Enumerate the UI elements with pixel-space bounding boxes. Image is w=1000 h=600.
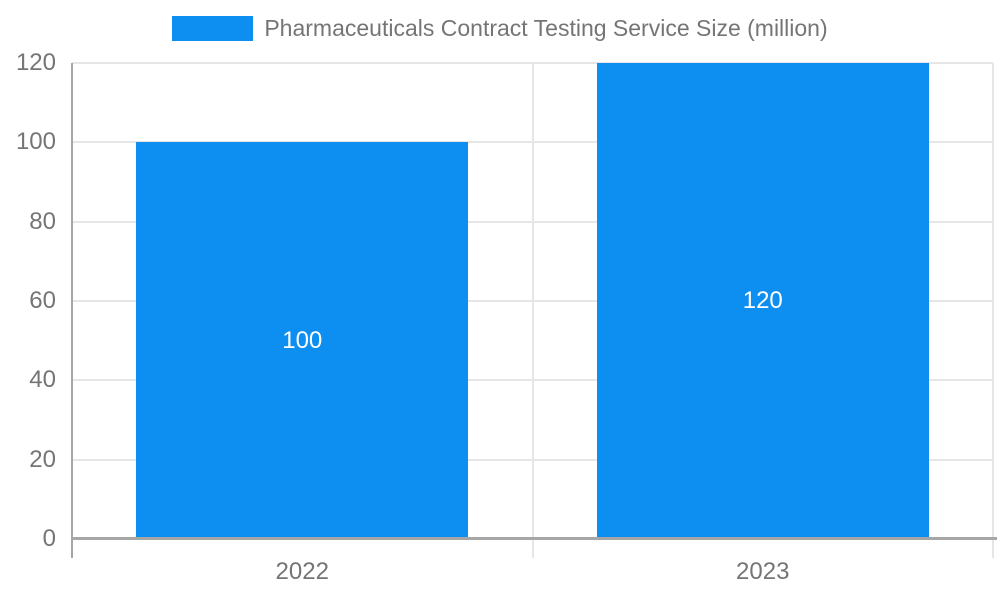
bar-value-label-2022: 100	[282, 326, 323, 354]
y-tick-label-40: 40	[29, 366, 56, 394]
y-tick-label-20: 20	[29, 445, 56, 473]
y-tick-label-0: 0	[42, 525, 56, 552]
plot-area: 100 120	[71, 62, 997, 558]
category-boundary-line-1	[531, 63, 534, 558]
y-tick-label-100: 100	[15, 128, 56, 156]
bar-2022: 100	[136, 142, 469, 539]
x-axis-line	[72, 537, 997, 540]
legend-swatch	[172, 16, 254, 42]
legend-label: Pharmaceuticals Contract Testing Service…	[264, 15, 828, 41]
bar-2023: 120	[596, 63, 929, 539]
y-tick-label-120: 120	[15, 49, 56, 76]
y-axis-line	[71, 63, 73, 558]
category-boundary-line-2	[992, 63, 994, 558]
legend: Pharmaceuticals Contract Testing Service…	[0, 15, 1000, 43]
x-tick-label-2022: 2022	[275, 558, 329, 585]
x-tick-label-2023: 2023	[736, 558, 790, 585]
y-tick-label-60: 60	[29, 287, 56, 314]
y-tick-label-80: 80	[29, 207, 56, 235]
bar-value-label-2023: 120	[742, 287, 783, 314]
